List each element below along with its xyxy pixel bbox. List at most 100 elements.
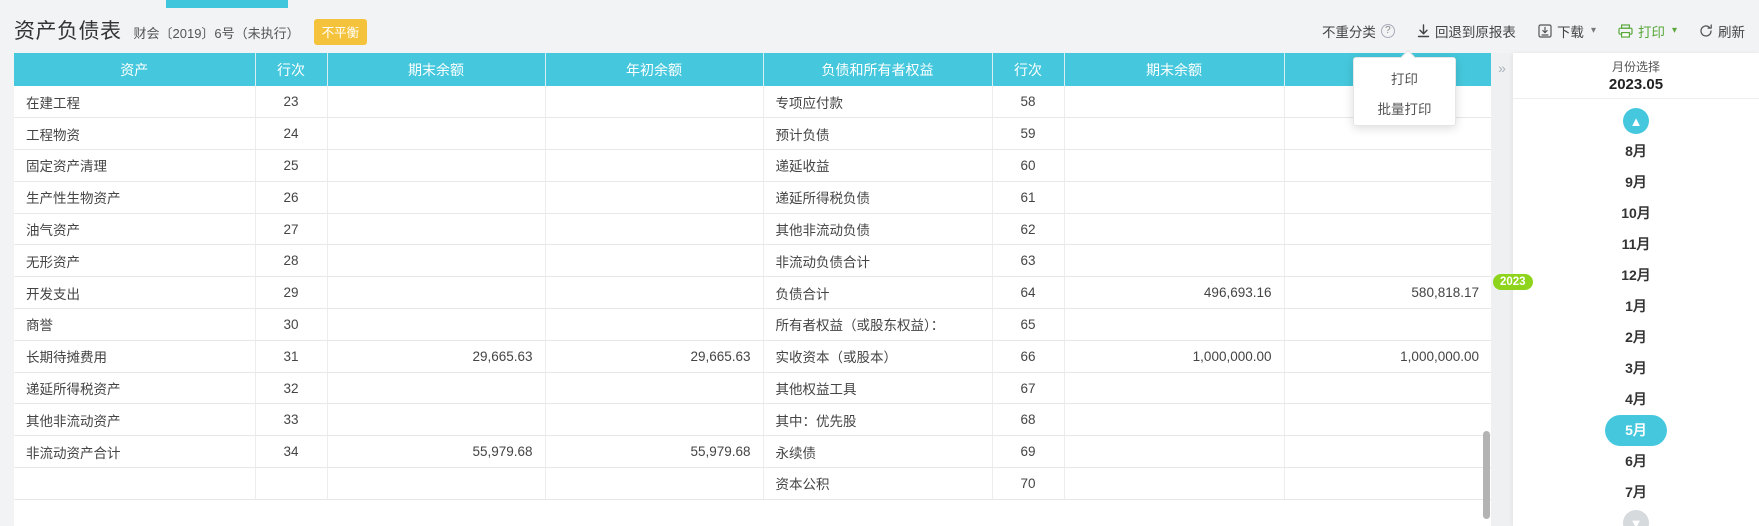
cell-asset-end-balance[interactable] xyxy=(327,467,546,500)
cell-liability-end-balance[interactable] xyxy=(1064,435,1285,469)
cell-asset-name[interactable]: 开发支出 xyxy=(14,276,256,310)
cell-liability-begin-balance[interactable] xyxy=(1284,308,1491,341)
col-header-liab-end[interactable]: 期末余额 xyxy=(1064,53,1285,86)
cell-liability-begin-balance[interactable] xyxy=(1284,372,1491,405)
cell-liability-end-balance[interactable] xyxy=(1064,86,1285,119)
cell-asset-name[interactable] xyxy=(14,467,256,500)
reclassify-button[interactable]: 不重分类 ? xyxy=(1322,21,1395,41)
cell-liability-name[interactable]: 其他权益工具 xyxy=(763,372,993,405)
cell-asset-end-balance[interactable]: 55,979.68 xyxy=(327,435,546,469)
cell-asset-line[interactable]: 34 xyxy=(255,435,328,469)
cell-asset-line[interactable]: 30 xyxy=(255,308,328,341)
table-row[interactable]: 无形资产 28 非流动负债合计 63 xyxy=(14,244,1491,278)
month-item-10月[interactable]: 10月 xyxy=(1621,205,1651,221)
cell-liability-begin-balance[interactable] xyxy=(1284,244,1491,278)
cell-asset-end-balance[interactable] xyxy=(327,213,546,246)
cell-asset-end-balance[interactable] xyxy=(327,372,546,405)
col-header-asset-end[interactable]: 期末余额 xyxy=(327,53,546,86)
cell-liability-end-balance[interactable] xyxy=(1064,149,1285,182)
month-item-2月[interactable]: 2月 xyxy=(1625,329,1647,345)
cell-asset-name[interactable]: 无形资产 xyxy=(14,244,256,278)
cell-liability-line[interactable]: 58 xyxy=(992,86,1065,119)
cell-liability-line[interactable]: 68 xyxy=(992,403,1065,437)
cell-liability-begin-balance[interactable] xyxy=(1284,467,1491,500)
cell-asset-begin-balance[interactable] xyxy=(545,308,764,341)
month-item-1月[interactable]: 1月 xyxy=(1625,298,1647,314)
cell-asset-name[interactable]: 其他非流动资产 xyxy=(14,403,256,437)
cell-liability-name[interactable]: 所有者权益（或股东权益）： xyxy=(763,308,993,341)
cell-liability-name[interactable]: 其中：优先股 xyxy=(763,403,993,437)
cell-asset-line[interactable]: 28 xyxy=(255,244,328,278)
cell-asset-name[interactable]: 固定资产清理 xyxy=(14,149,256,182)
month-item-4月[interactable]: 4月 xyxy=(1625,391,1647,407)
col-header-asset-line[interactable]: 行次 xyxy=(255,53,328,86)
cell-liability-name[interactable]: 负债合计 xyxy=(763,276,993,310)
cell-asset-name[interactable]: 工程物资 xyxy=(14,117,256,151)
cell-asset-begin-balance[interactable]: 29,665.63 xyxy=(545,340,764,373)
table-row[interactable]: 递延所得税资产 32 其他权益工具 67 xyxy=(14,372,1491,405)
cell-liability-name[interactable]: 非流动负债合计 xyxy=(763,244,993,278)
month-item-9月[interactable]: 9月 xyxy=(1625,174,1647,190)
cell-liability-begin-balance[interactable]: 580,818.17 xyxy=(1284,276,1491,310)
cell-liability-name[interactable]: 递延收益 xyxy=(763,149,993,182)
col-header-liabilities[interactable]: 负债和所有者权益 xyxy=(763,53,993,86)
refresh-button[interactable]: 刷新 xyxy=(1699,21,1745,41)
cell-asset-line[interactable]: 24 xyxy=(255,117,328,151)
cell-liability-end-balance[interactable]: 496,693.16 xyxy=(1064,276,1285,310)
cell-asset-end-balance[interactable] xyxy=(327,276,546,310)
download-button[interactable]: 下载 ▾ xyxy=(1538,21,1596,41)
cell-asset-begin-balance[interactable] xyxy=(545,276,764,310)
cell-liability-name[interactable]: 永续债 xyxy=(763,435,993,469)
month-item-8月[interactable]: 8月 xyxy=(1625,143,1647,159)
cell-asset-begin-balance[interactable] xyxy=(545,467,764,500)
menu-item-print[interactable]: 打印 xyxy=(1391,72,1418,87)
table-row[interactable]: 非流动资产合计 34 55,979.68 55,979.68 永续债 69 xyxy=(14,435,1491,469)
cell-liability-line[interactable]: 66 xyxy=(992,340,1065,373)
scrollbar-thumb[interactable] xyxy=(1483,431,1490,519)
cell-asset-end-balance[interactable] xyxy=(327,86,546,119)
month-item-3月[interactable]: 3月 xyxy=(1625,360,1647,376)
cell-liability-line[interactable]: 59 xyxy=(992,117,1065,151)
cell-asset-end-balance[interactable] xyxy=(327,308,546,341)
cell-asset-line[interactable]: 32 xyxy=(255,372,328,405)
cell-asset-name[interactable]: 在建工程 xyxy=(14,86,256,119)
cell-asset-begin-balance[interactable] xyxy=(545,372,764,405)
cell-liability-line[interactable]: 62 xyxy=(992,213,1065,246)
cell-liability-begin-balance[interactable] xyxy=(1284,181,1491,214)
table-row[interactable]: 其他非流动资产 33 其中：优先股 68 xyxy=(14,403,1491,437)
cell-liability-line[interactable]: 67 xyxy=(992,372,1065,405)
cell-liability-end-balance[interactable] xyxy=(1064,308,1285,341)
table-row[interactable]: 生产性生物资产 26 递延所得税负债 61 xyxy=(14,181,1491,214)
cell-liability-name[interactable]: 预计负债 xyxy=(763,117,993,151)
cell-asset-name[interactable]: 商誉 xyxy=(14,308,256,341)
month-scroll-down-button[interactable]: ▼ xyxy=(1623,510,1649,526)
cell-asset-end-balance[interactable] xyxy=(327,181,546,214)
cell-liability-name[interactable]: 专项应付款 xyxy=(763,86,993,119)
cell-asset-end-balance[interactable] xyxy=(327,117,546,151)
cell-liability-begin-balance[interactable] xyxy=(1284,149,1491,182)
cell-liability-end-balance[interactable] xyxy=(1064,181,1285,214)
col-header-asset-begin[interactable]: 年初余额 xyxy=(545,53,764,86)
month-item-12月[interactable]: 12月 xyxy=(1621,267,1651,283)
cell-asset-name[interactable]: 油气资产 xyxy=(14,213,256,246)
table-row[interactable]: 油气资产 27 其他非流动负债 62 xyxy=(14,213,1491,246)
month-item-6月[interactable]: 6月 xyxy=(1625,453,1647,469)
cell-asset-line[interactable] xyxy=(255,467,328,500)
cell-asset-end-balance[interactable] xyxy=(327,403,546,437)
cell-liability-line[interactable]: 63 xyxy=(992,244,1065,278)
cell-liability-begin-balance[interactable] xyxy=(1284,403,1491,437)
cell-liability-end-balance[interactable] xyxy=(1064,403,1285,437)
cell-liability-name[interactable]: 其他非流动负债 xyxy=(763,213,993,246)
cell-asset-line[interactable]: 27 xyxy=(255,213,328,246)
cell-asset-end-balance[interactable] xyxy=(327,244,546,278)
cell-asset-begin-balance[interactable] xyxy=(545,213,764,246)
cell-asset-name[interactable]: 递延所得税资产 xyxy=(14,372,256,405)
cell-asset-line[interactable]: 26 xyxy=(255,181,328,214)
cell-liability-line[interactable]: 61 xyxy=(992,181,1065,214)
table-row[interactable]: 长期待摊费用 31 29,665.63 29,665.63 实收资本（或股本） 66 1,0… xyxy=(14,340,1491,373)
month-item-5月[interactable]: 5月 xyxy=(1605,415,1667,446)
cell-liability-end-balance[interactable]: 1,000,000.00 xyxy=(1064,340,1285,373)
table-row[interactable]: 商誉 30 所有者权益（或股东权益）： 65 xyxy=(14,308,1491,341)
cell-asset-line[interactable]: 29 xyxy=(255,276,328,310)
col-header-liab-line[interactable]: 行次 xyxy=(992,53,1065,86)
